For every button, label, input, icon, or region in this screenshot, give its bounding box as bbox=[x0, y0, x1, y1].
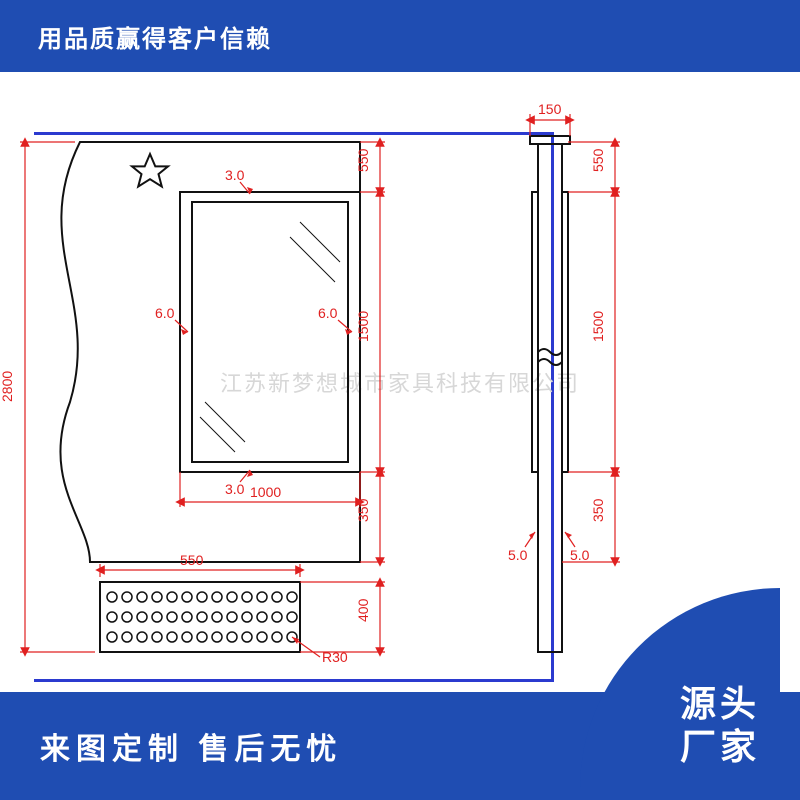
dim-label: 1500 bbox=[355, 311, 371, 342]
dim-label: 350 bbox=[590, 498, 606, 522]
display-outer-frame bbox=[180, 192, 360, 472]
dim-label: 550 bbox=[590, 148, 606, 172]
glass-reflection bbox=[300, 222, 340, 262]
footer-badge-text: 源头 厂家 bbox=[680, 682, 760, 768]
leader-60-left: 6.0 bbox=[155, 305, 188, 335]
display-inner-glass bbox=[192, 202, 348, 462]
leader-60-right: 6.0 bbox=[318, 305, 352, 335]
dim-right-stack-front: 550 1500 350 400 bbox=[300, 142, 385, 652]
dim-label: 400 bbox=[355, 598, 371, 622]
dim-150-top: 150 bbox=[530, 101, 570, 136]
header-banner: 用品质赢得客户信赖 bbox=[0, 0, 800, 72]
star-icon bbox=[132, 154, 168, 187]
dim-label: 6.0 bbox=[155, 305, 175, 321]
footer-banner: 来图定制 售后无忧 源头 厂家 bbox=[0, 692, 800, 800]
leader-50-left: 5.0 bbox=[508, 532, 535, 563]
dim-label: 3.0 bbox=[225, 167, 245, 183]
leader-30-bottom: 3.0 bbox=[225, 470, 253, 497]
side-panel-left bbox=[532, 192, 538, 472]
side-elevation: 150 5.0 5.0 550 1500 350 bbox=[508, 101, 620, 652]
footer-left-text: 来图定制 售后无忧 bbox=[40, 724, 342, 768]
break-line bbox=[538, 359, 562, 365]
footer-badge-line2: 厂家 bbox=[680, 726, 760, 767]
dim-right-stack-side: 550 1500 350 bbox=[562, 142, 620, 562]
engineering-diagram: 3.0 3.0 6.0 6.0 bbox=[0, 72, 800, 692]
dim-label: 2800 bbox=[0, 371, 15, 402]
leader-30-top: 3.0 bbox=[225, 167, 253, 194]
body-outline bbox=[60, 142, 360, 562]
dim-label: 550 bbox=[355, 148, 371, 172]
dim-label: 5.0 bbox=[570, 547, 590, 563]
dim-label: 5.0 bbox=[508, 547, 528, 563]
dim-2800: 2800 bbox=[0, 142, 95, 652]
dim-1000: 1000 bbox=[180, 472, 360, 507]
break-line bbox=[538, 349, 562, 355]
side-post bbox=[538, 144, 562, 652]
footer-badge-line1: 源头 bbox=[680, 683, 760, 724]
front-elevation: 3.0 3.0 6.0 6.0 bbox=[0, 142, 385, 665]
dim-label: 3.0 bbox=[225, 481, 245, 497]
dim-label: 150 bbox=[538, 101, 562, 117]
side-panel-right bbox=[562, 192, 568, 472]
side-top-cap bbox=[530, 136, 570, 144]
dim-label: 350 bbox=[355, 498, 371, 522]
dim-label: 1000 bbox=[250, 484, 281, 500]
dim-label: 1500 bbox=[590, 311, 606, 342]
glass-reflection bbox=[205, 402, 245, 442]
dim-label: 550 bbox=[180, 552, 204, 568]
header-slogan: 用品质赢得客户信赖 bbox=[38, 19, 272, 54]
dim-label: 6.0 bbox=[318, 305, 338, 321]
drawing-canvas: 江苏新梦想城市家具科技有限公司 bbox=[0, 72, 800, 692]
glass-reflection bbox=[200, 417, 235, 452]
dim-550-base: 550 bbox=[100, 552, 300, 577]
leader-50-right: 5.0 bbox=[565, 532, 590, 563]
glass-reflection bbox=[290, 237, 335, 282]
grille-holes bbox=[107, 592, 297, 642]
